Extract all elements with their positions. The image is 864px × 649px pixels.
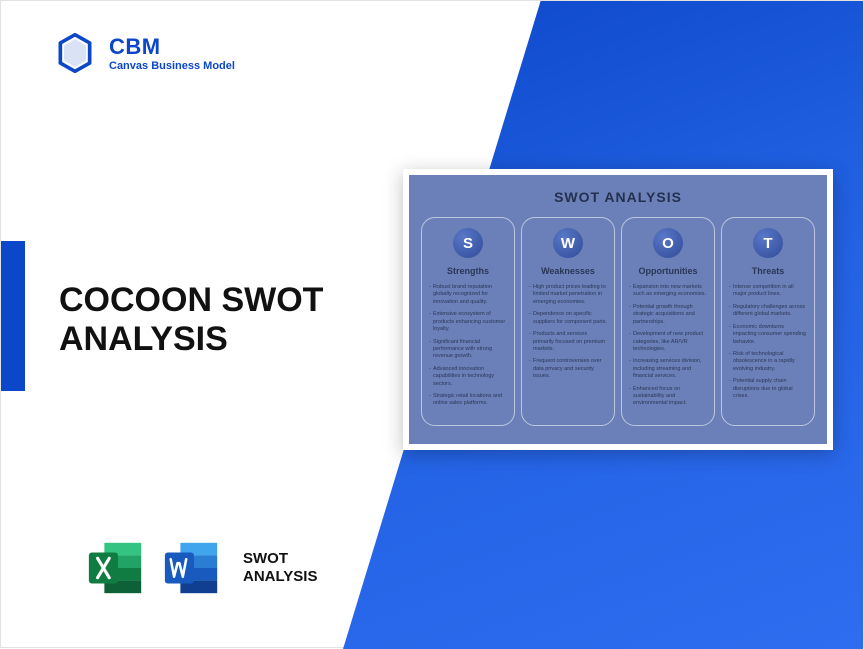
swot-items: Expansion into new markets such as emerg… [629, 284, 707, 413]
page-canvas: CBM Canvas Business Model COCOON SWOT AN… [0, 0, 864, 648]
swot-letter: O [653, 228, 683, 258]
swot-heading: Threats [752, 266, 785, 276]
logo-icon [53, 31, 97, 75]
swot-letter: S [453, 228, 483, 258]
swot-item: Development of new product categories, l… [629, 331, 707, 353]
icons-label-line-2: ANALYSIS [243, 568, 317, 586]
swot-columns: S Strengths Robust brand reputation global… [421, 217, 815, 426]
swot-item: Enhanced focus on sustainability and env… [629, 386, 707, 408]
swot-letter: T [753, 228, 783, 258]
swot-letter: W [553, 228, 583, 258]
swot-item: Dependence on specific suppliers for com… [529, 311, 607, 326]
swot-column: W Weaknesses High product prices leading t… [521, 217, 615, 426]
swot-item: Strategic retail locations and online sa… [429, 393, 507, 408]
swot-item: Advanced innovation capabilities in tech… [429, 366, 507, 388]
excel-icon [85, 537, 147, 599]
swot-card: SWOT ANALYSIS S Strengths Robust brand rep… [403, 169, 833, 450]
swot-column: O Opportunities Expansion into new markets… [621, 217, 715, 426]
swot-item: Increasing services division, including … [629, 358, 707, 380]
swot-items: Intense competition in all major product… [729, 284, 807, 405]
swot-item: Potential supply chain disruptions due t… [729, 378, 807, 400]
title-line-2: ANALYSIS [59, 320, 323, 359]
swot-item: Robust brand reputation globally recogni… [429, 284, 507, 306]
swot-column: T Threats Intense competition in all major… [721, 217, 815, 426]
left-accent-bar [1, 241, 25, 391]
swot-item: High product prices leading to limited m… [529, 284, 607, 306]
logo-text: CBM Canvas Business Model [109, 34, 235, 72]
swot-item: Risk of technological obsolescence in a … [729, 351, 807, 373]
swot-item: Potential growth through strategic acqui… [629, 304, 707, 326]
swot-item: Frequent controversies over data privacy… [529, 358, 607, 380]
swot-item: Extensive ecosystem of products enhancin… [429, 311, 507, 333]
icons-label-line-1: SWOT [243, 550, 317, 568]
swot-item: Significant financial performance with s… [429, 339, 507, 361]
swot-heading: Strengths [447, 266, 489, 276]
swot-items: High product prices leading to limited m… [529, 284, 607, 386]
page-title: COCOON SWOT ANALYSIS [59, 281, 323, 359]
swot-column: S Strengths Robust brand reputation global… [421, 217, 515, 426]
swot-card-inner: SWOT ANALYSIS S Strengths Robust brand rep… [409, 175, 827, 444]
brand-tagline: Canvas Business Model [109, 60, 235, 72]
brand-logo: CBM Canvas Business Model [53, 31, 235, 75]
swot-item: Regulatory challenges across different g… [729, 304, 807, 319]
swot-item: Expansion into new markets such as emerg… [629, 284, 707, 299]
brand-name: CBM [109, 34, 235, 60]
swot-item: Products and services primarily focused … [529, 331, 607, 353]
swot-heading: Opportunities [639, 266, 698, 276]
swot-item: Economic downturns impacting consumer sp… [729, 324, 807, 346]
swot-heading: Weaknesses [541, 266, 595, 276]
icons-label: SWOT ANALYSIS [243, 550, 317, 586]
word-icon [161, 537, 223, 599]
swot-items: Robust brand reputation globally recogni… [429, 284, 507, 413]
swot-title: SWOT ANALYSIS [421, 189, 815, 205]
swot-item: Intense competition in all major product… [729, 284, 807, 299]
format-icons-row: SWOT ANALYSIS [85, 537, 317, 599]
title-line-1: COCOON SWOT [59, 281, 323, 320]
